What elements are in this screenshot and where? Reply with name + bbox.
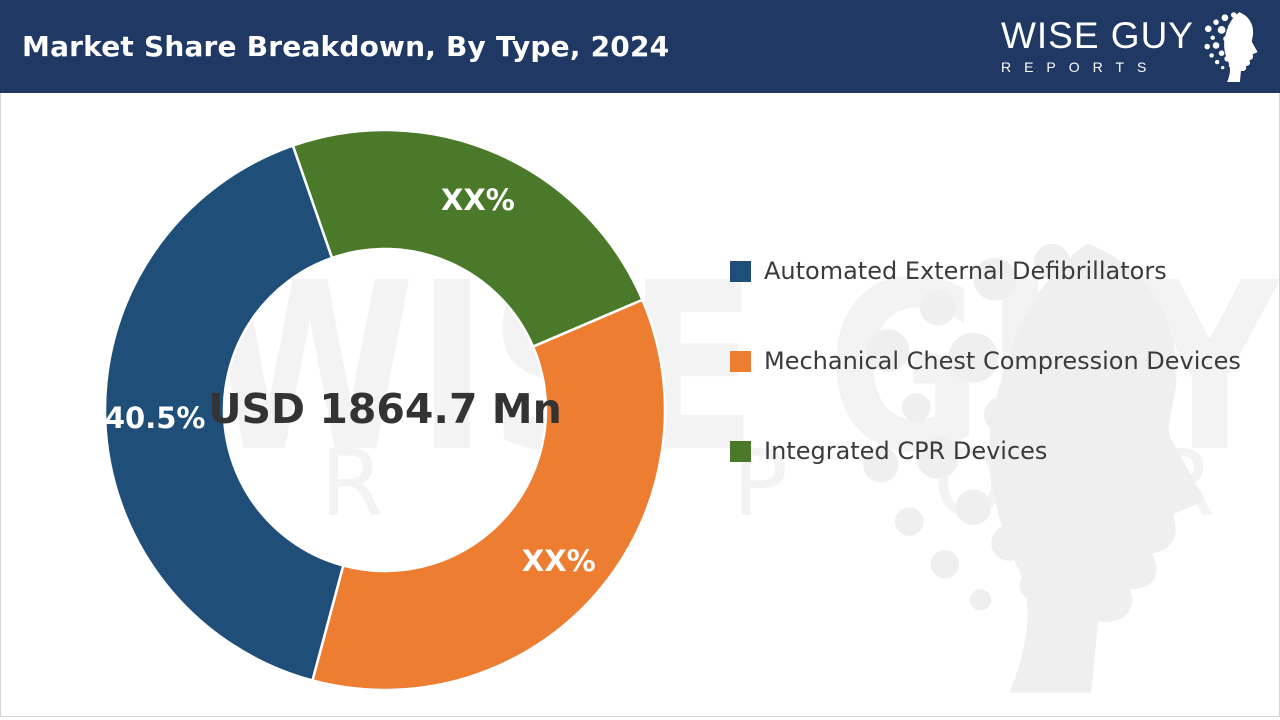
donut-segment-0 [103,144,345,682]
segment-value-label-1: XX% [521,543,596,578]
brand-logo: WISE GUY REPORTS [1001,10,1262,82]
legend-label: Mechanical Chest Compression Devices [764,347,1241,375]
brand-subtitle: REPORTS [1000,59,1160,75]
chart-center-value: USD 1864.7 Mn [208,385,562,433]
chart-legend: Automated External Defibrillators Mechan… [730,255,1241,525]
legend-swatch-blue [730,260,751,282]
donut-segment-1 [311,298,667,692]
legend-swatch-green [730,440,751,462]
legend-item-mechanical-chest-compression-devices: Mechanical Chest Compression Devices [730,345,1241,377]
legend-item-integrated-cpr-devices: Integrated CPR Devices [730,435,1241,467]
header-bar: Market Share Breakdown, By Type, 2024 WI… [0,0,1280,93]
brand-name: WISE GUY [1000,15,1194,56]
donut-chart [103,128,667,692]
donut-segment-2 [291,128,644,348]
legend-item-automated-external-defibrillators: Automated External Defibrillators [730,255,1241,287]
legend-label: Integrated CPR Devices [764,437,1048,465]
segment-value-label-2: XX% [440,182,515,217]
brand-wordmark: WISE GUY REPORTS [1001,16,1194,76]
legend-label: Automated External Defibrillators [764,257,1167,285]
page-title: Market Share Breakdown, By Type, 2024 [22,30,670,63]
segment-value-label-0: 40.5% [104,401,206,436]
legend-swatch-orange [730,350,751,372]
brand-head-icon [1204,12,1258,82]
